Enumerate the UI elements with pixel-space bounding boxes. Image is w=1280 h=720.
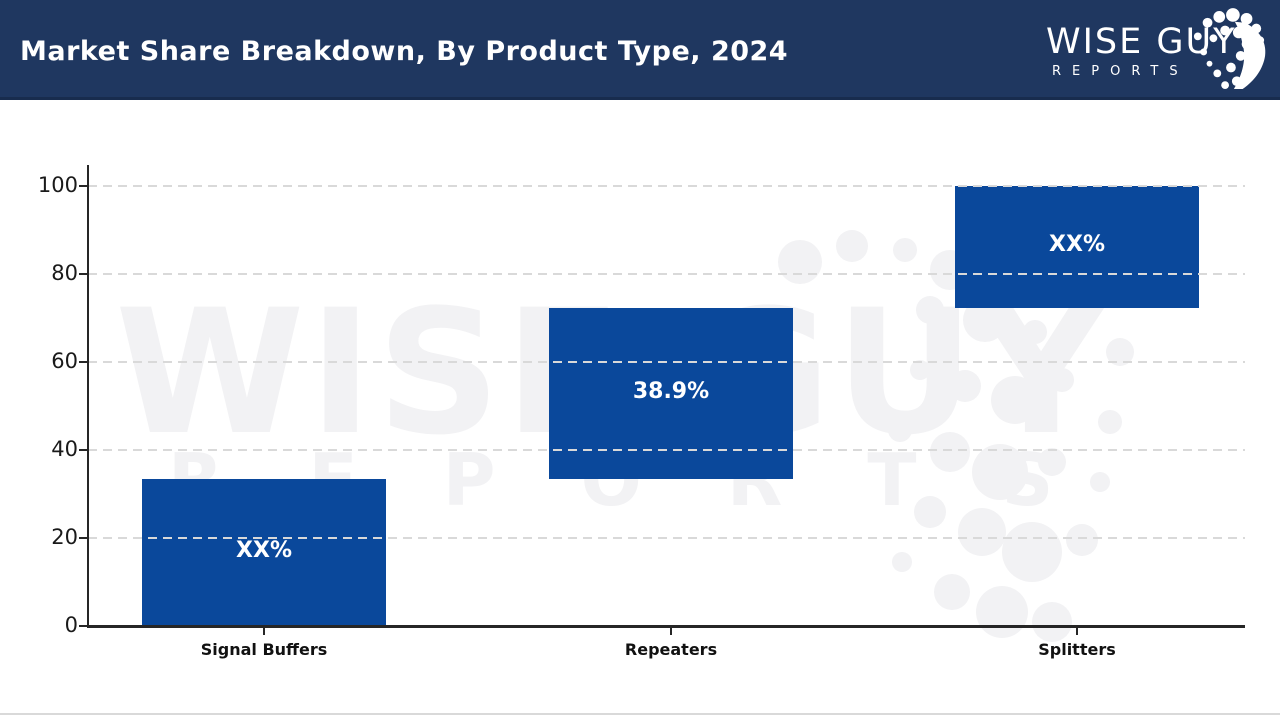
y-tick-mark [79,537,87,539]
x-category-label: Splitters [1038,640,1116,659]
bar-segment [142,479,386,626]
header-band: Market Share Breakdown, By Product Type,… [0,0,1280,100]
logo-text-wiseguy: WISE GUY [1046,22,1237,62]
y-tick-mark [79,625,87,627]
y-axis-line [87,165,89,627]
y-tick-label: 40 [51,437,78,461]
gridline [88,449,1245,451]
y-tick-label: 60 [51,349,78,373]
bar-value-label: XX% [1049,232,1105,258]
y-tick-label: 20 [51,525,78,549]
x-axis-line [87,625,1245,628]
x-category-label: Signal Buffers [200,640,328,659]
x-tick-mark [1076,628,1078,635]
x-category-label: Repeaters [624,640,718,659]
bar-value-label: 38.9% [632,378,710,404]
bottom-divider [0,713,1280,715]
gridline [88,185,1245,187]
gridline [88,273,1245,275]
bar-value-label: XX% [236,537,292,563]
face-dots-icon [1193,8,1266,90]
y-tick-mark [79,273,87,275]
y-tick-mark [79,361,87,363]
gridline [88,537,1245,539]
y-tick-label: 0 [64,613,78,637]
x-tick-mark [263,628,265,635]
chart-title: Market Share Breakdown, By Product Type,… [20,36,789,67]
x-tick-mark [670,628,672,635]
wise-guy-logo: WISE GUY REPORTS [1018,6,1268,96]
logo-text-reports: REPORTS [1052,64,1189,79]
bar-segment [955,186,1199,309]
y-tick-label: 80 [51,261,78,285]
y-tick-mark [79,185,87,187]
y-tick-mark [79,449,87,451]
y-tick-label: 100 [37,173,78,197]
gridline [88,361,1245,363]
